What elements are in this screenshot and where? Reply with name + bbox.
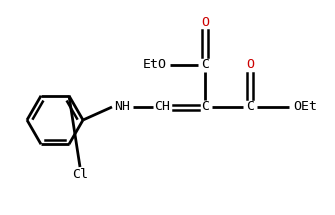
Text: C: C [246,100,254,114]
Text: EtO: EtO [143,58,167,72]
Text: OEt: OEt [293,100,317,114]
Text: NH: NH [114,100,130,114]
Text: O: O [201,15,209,29]
Text: CH: CH [154,100,170,114]
Text: C: C [201,100,209,114]
Text: C: C [201,58,209,72]
Text: Cl: Cl [72,169,88,181]
Text: O: O [246,58,254,72]
